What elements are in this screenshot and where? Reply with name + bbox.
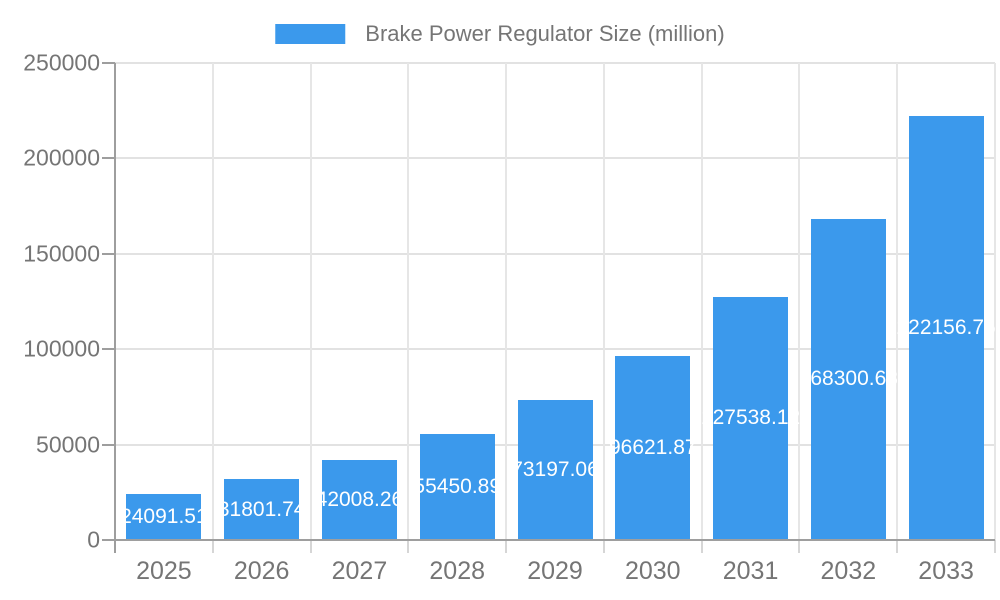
bar-2025 [126,494,202,540]
x-tick [114,540,116,553]
x-tick [309,540,312,553]
x-gridline [407,63,410,540]
y-tick [102,348,115,351]
y-tick-label: 200000 [23,144,100,171]
y-tick-label: 100000 [23,335,100,362]
x-tick [798,540,801,553]
bar-2026 [224,479,300,540]
x-tick [602,540,605,553]
x-tick [700,540,703,553]
x-tick-label-2028: 2028 [429,557,486,585]
y-tick-label: 250000 [23,49,100,76]
legend-label: Brake Power Regulator Size (million) [365,21,725,46]
x-gridline [700,63,703,540]
x-tick [211,540,214,553]
x-tick-label-2025: 2025 [136,557,192,585]
y-gridline [115,252,995,255]
y-tick-label: 50000 [36,431,100,458]
bar-value-label: 127538.12 [700,406,801,430]
y-gridline [115,62,995,64]
x-tick-label-2026: 2026 [233,557,290,585]
x-gridline [309,63,312,540]
bar-value-label: 31801.74 [217,497,306,521]
x-tick [505,540,508,553]
x-gridline [994,63,996,540]
bar-2030 [615,355,691,540]
bar-2031 [713,296,789,540]
y-tick [102,62,115,64]
x-tick-label-2033: 2033 [918,557,974,585]
x-tick-label-2032: 2032 [820,557,877,585]
x-gridline [798,63,801,540]
x-tick-label-2031: 2031 [722,557,779,585]
x-tick-label-2030: 2030 [624,557,681,585]
y-tick-label: 150000 [23,240,100,267]
bar-2028 [419,434,495,540]
bar-value-label: 42008.26 [315,487,404,511]
x-gridline [896,63,899,540]
y-gridline [115,348,995,351]
legend: Brake Power Regulator Size (million) [275,21,725,47]
x-tick [896,540,899,553]
x-gridline [211,63,214,540]
x-axis-line [102,539,995,541]
y-tick-label: 0 [87,526,100,553]
y-tick [102,252,115,255]
x-tick [407,540,410,553]
y-tick [102,157,115,160]
plot-area: 24091.51 31801.74 42008.26 55450.89 73197.06… [102,62,996,553]
bar-2033 [908,116,984,540]
y-tick [102,539,115,541]
bar-value-label: 168300.63 [798,367,898,391]
y-axis-line [114,63,116,540]
x-tick [994,540,996,553]
bar-2029 [517,400,593,540]
x-tick-label-2027: 2027 [331,557,388,585]
y-gridline [115,157,995,160]
x-gridline [602,63,605,540]
bar-value-label: 73197.06 [511,458,599,482]
bar-value-label: 96621.87 [608,435,697,459]
bar-value-label: 55450.89 [413,475,502,499]
bar-2032 [810,218,886,540]
legend-swatch [275,24,346,44]
bar-value-label: 24091.51 [120,505,208,529]
bar-value-label: 222156.75 [896,316,996,340]
x-gridline [505,63,508,540]
x-tick-label-2029: 2029 [527,557,583,585]
y-tick [102,443,115,446]
bar-2027 [321,459,397,540]
